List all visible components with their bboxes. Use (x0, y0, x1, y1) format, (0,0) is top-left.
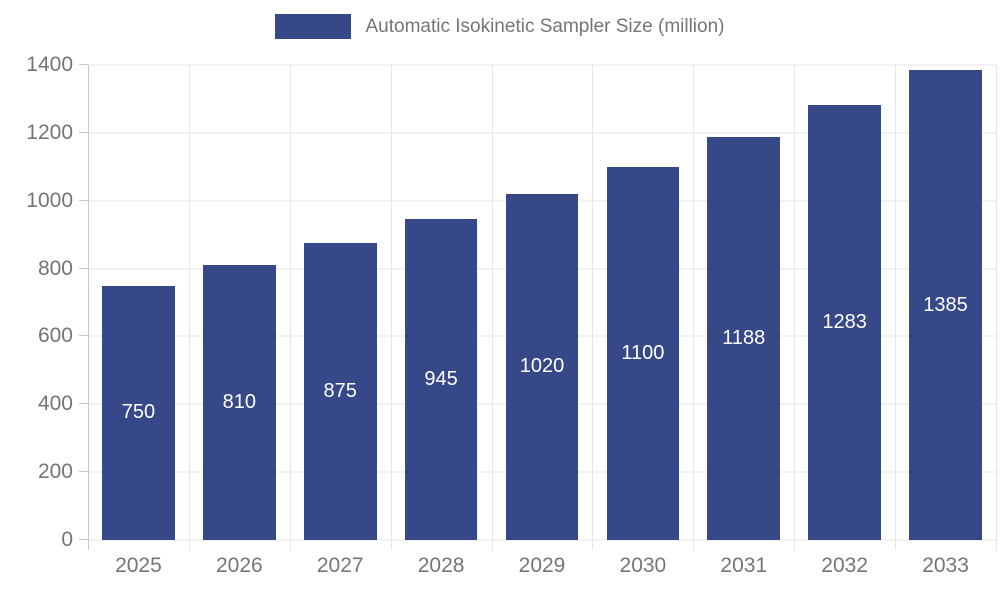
bar-value-label: 1100 (621, 341, 665, 364)
x-axis-label: 2029 (518, 554, 566, 577)
gridline-vertical (996, 65, 997, 540)
y-axis-label: 600 (37, 324, 73, 348)
x-axis-tick (88, 540, 89, 550)
gridline-vertical (390, 65, 392, 540)
bar-value-label: 1283 (822, 310, 867, 333)
x-axis-tick (895, 540, 897, 550)
y-axis-label: 400 (37, 392, 73, 416)
bar: 945 (404, 219, 478, 540)
y-axis-label: 1000 (26, 188, 73, 212)
gridline-vertical (491, 65, 493, 540)
x-axis-tick (188, 540, 190, 550)
gridline-vertical (794, 65, 796, 540)
bar: 1188 (707, 136, 781, 540)
x-axis-tick (592, 540, 594, 550)
y-axis-tick (79, 64, 88, 65)
gridline-horizontal (88, 539, 996, 541)
legend-item[interactable]: Automatic Isokinetic Sampler Size (milli… (0, 14, 1000, 39)
x-axis-label: 2033 (922, 554, 969, 577)
legend-swatch (275, 14, 352, 39)
gridline-horizontal (88, 64, 996, 66)
y-axis-label: 200 (37, 460, 73, 484)
bar: 810 (203, 265, 276, 540)
x-axis-label: 2026 (215, 554, 263, 577)
y-axis-label: 0 (61, 528, 73, 551)
y-axis-tick (79, 131, 88, 133)
y-axis-tick (79, 267, 88, 269)
x-axis-tick (693, 540, 695, 550)
x-axis-tick (794, 540, 796, 550)
y-axis-tick (79, 335, 88, 337)
bar-value-label: 875 (323, 380, 357, 403)
y-axis-tick (79, 471, 88, 473)
x-axis-label: 2028 (417, 554, 465, 577)
bar: 750 (102, 285, 175, 540)
y-axis-line (88, 65, 89, 540)
bar: 1283 (808, 104, 881, 540)
x-axis-tick (390, 540, 392, 550)
bar-value-label: 1020 (519, 355, 565, 378)
y-axis-tick (79, 403, 88, 405)
bar-value-label: 1188 (722, 326, 766, 349)
bar-value-label: 750 (121, 401, 156, 424)
gridline-vertical (693, 65, 695, 540)
bar: 1100 (606, 166, 680, 540)
bar-value-label: 945 (424, 368, 458, 391)
bar: 1020 (505, 193, 579, 540)
legend-label: Automatic Isokinetic Sampler Size (milli… (365, 15, 725, 37)
y-axis-tick (79, 199, 88, 201)
gridline-horizontal (88, 132, 996, 134)
gridline-vertical (592, 65, 594, 540)
bar-value-label: 1385 (923, 293, 968, 316)
x-axis-label: 2032 (821, 554, 869, 577)
x-axis-label: 2025 (115, 554, 162, 577)
bar: 1385 (909, 70, 982, 540)
gridline-vertical (895, 65, 897, 540)
x-axis-tick (996, 540, 997, 550)
bar-value-label: 810 (222, 391, 256, 414)
x-axis-label: 2030 (619, 554, 667, 577)
x-axis-tick (289, 540, 291, 550)
bar: 875 (303, 243, 377, 540)
y-axis-label: 1200 (26, 120, 73, 144)
gridline-vertical (289, 65, 291, 540)
plot-area: 0 200 400 600 800 1000 1200 1400 750 2025 810 2026 8… (26, 53, 997, 577)
x-axis-label: 2027 (316, 554, 364, 577)
gridline-vertical (188, 65, 190, 540)
y-axis-label: 1400 (26, 53, 73, 76)
x-axis-label: 2031 (720, 554, 768, 577)
y-axis-label: 800 (37, 256, 73, 280)
x-axis-tick (491, 540, 493, 550)
y-axis-tick (79, 539, 88, 540)
